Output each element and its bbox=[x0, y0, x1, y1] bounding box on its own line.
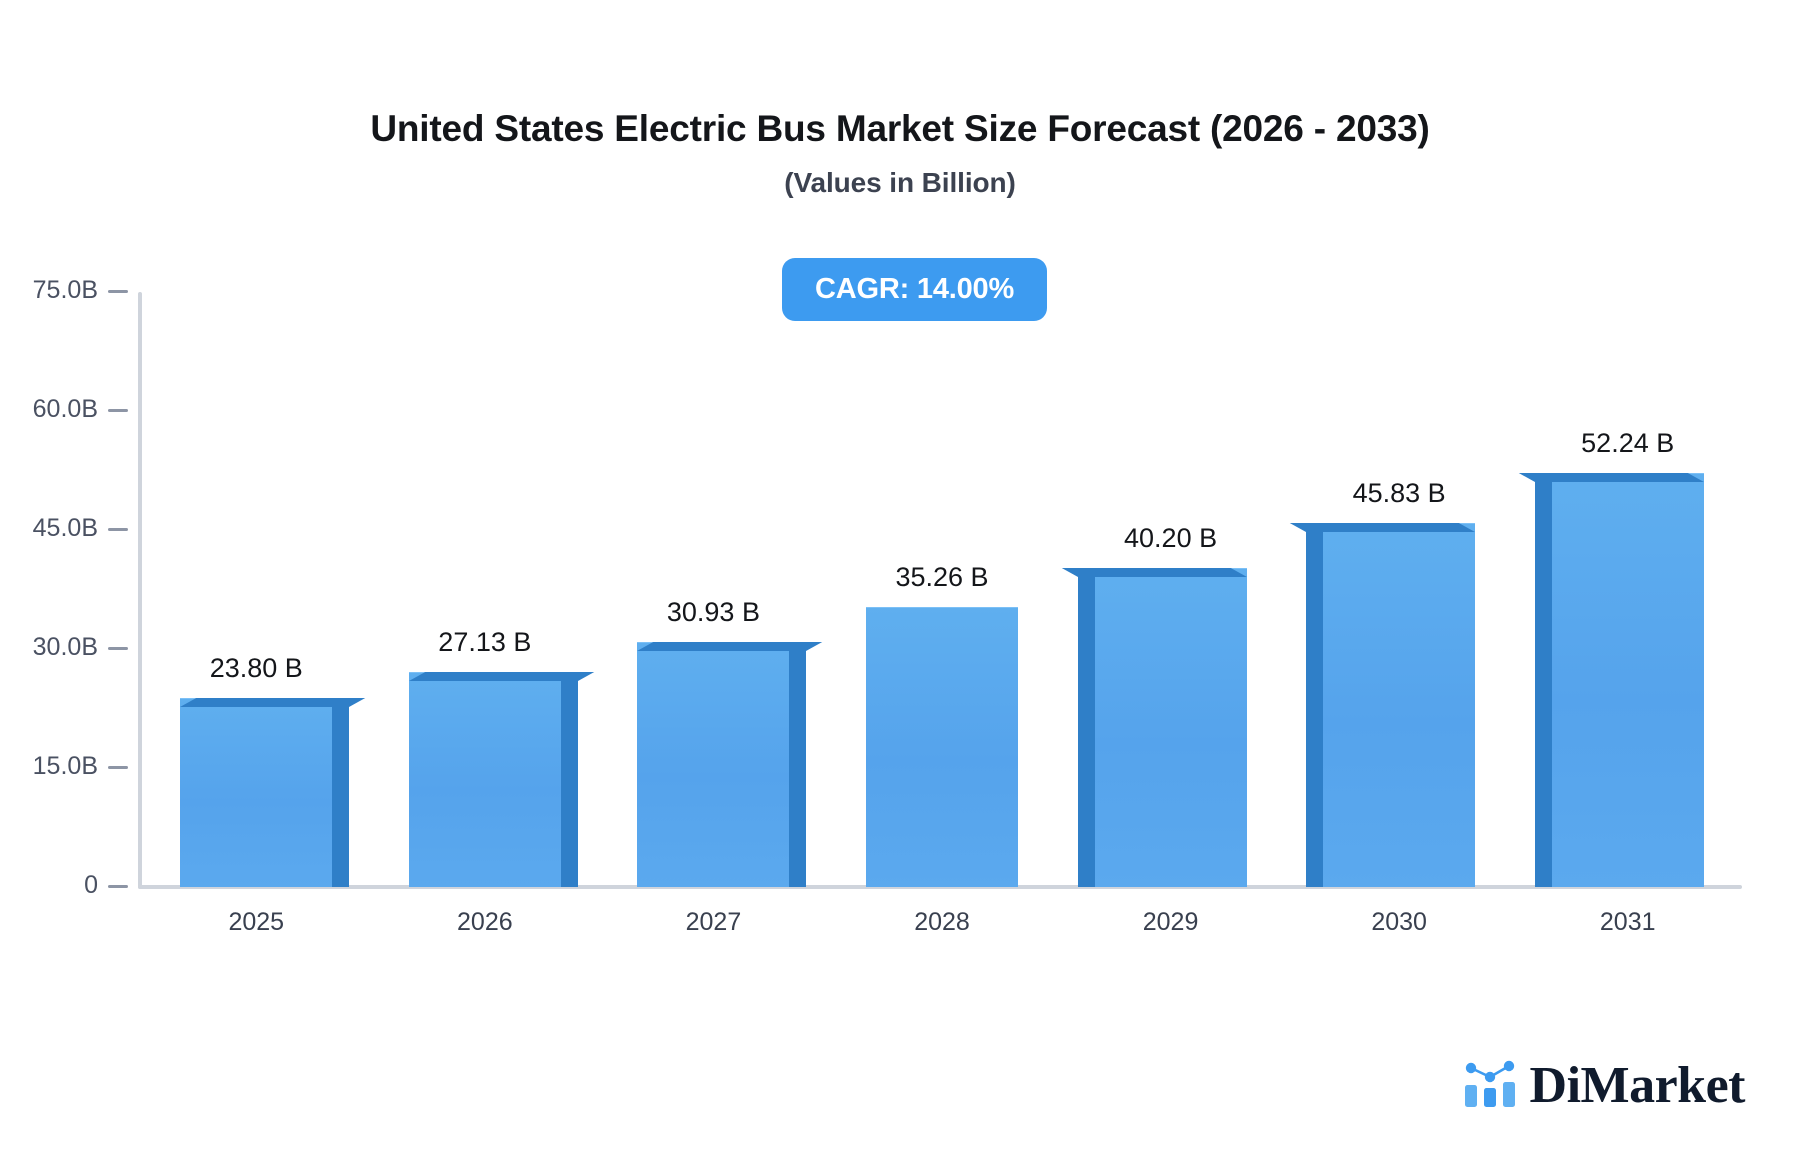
y-tick-label: 30.0B bbox=[32, 633, 98, 661]
bar-value-label: 45.83 B bbox=[1352, 478, 1446, 509]
bar-face bbox=[637, 641, 790, 887]
x-tick-label: 2027 bbox=[685, 908, 742, 936]
x-tick-label: 2028 bbox=[914, 908, 970, 936]
y-tick-mark bbox=[108, 528, 128, 531]
y-tick-label: 15.0B bbox=[32, 752, 98, 780]
bar-top-face bbox=[637, 641, 823, 651]
x-tick-label: 2030 bbox=[1371, 908, 1427, 936]
bar-column[interactable]: 52.24 B bbox=[1518, 292, 1704, 887]
y-tick-label: 60.0B bbox=[32, 395, 98, 423]
bar-column[interactable]: 30.93 B bbox=[637, 292, 823, 887]
y-tick-mark bbox=[108, 766, 128, 769]
bar-value-label: 27.13 B bbox=[438, 626, 532, 657]
bar-value-label: 35.26 B bbox=[895, 562, 989, 593]
bar[interactable] bbox=[637, 641, 823, 887]
chart-header: United States Electric Bus Market Size F… bbox=[0, 108, 1800, 199]
bar-side-face bbox=[1534, 472, 1552, 887]
bar-column[interactable]: 23.80 B bbox=[180, 292, 366, 887]
y-tick-mark bbox=[108, 409, 128, 412]
bar-face bbox=[1551, 472, 1704, 887]
bar[interactable] bbox=[1518, 472, 1704, 887]
y-tick-label: 75.0B bbox=[32, 276, 98, 304]
bar-top-face bbox=[180, 698, 366, 708]
bar[interactable] bbox=[408, 671, 595, 887]
x-tick-label: 2025 bbox=[228, 908, 285, 936]
bar-face bbox=[866, 607, 1018, 887]
bar[interactable] bbox=[180, 698, 366, 887]
bar-top-face bbox=[408, 671, 595, 681]
bar-chart-trend-icon bbox=[1462, 1057, 1518, 1114]
bar[interactable] bbox=[866, 607, 1018, 887]
bar-top-face bbox=[1289, 523, 1476, 533]
bar-series: 23.80 B 27.13 B 30.93 B 35.26 B 40.20 B 45.83… bbox=[142, 292, 1742, 887]
brand-name: DiMarket bbox=[1529, 1056, 1746, 1114]
bar-face bbox=[1094, 568, 1247, 887]
bar-top-face bbox=[1518, 472, 1704, 482]
cagr-badge: CAGR: 14.00% bbox=[782, 258, 1048, 321]
bar-value-label: 40.20 B bbox=[1124, 523, 1218, 554]
y-tick-mark bbox=[108, 885, 128, 888]
chart-subtitle: (Values in Billion) bbox=[784, 166, 1016, 198]
y-tick-label: 0 bbox=[84, 871, 98, 899]
y-tick-label: 45.0B bbox=[32, 514, 98, 542]
bar-value-label: 23.80 B bbox=[209, 653, 303, 684]
page-title: United States Electric Bus Market Size F… bbox=[370, 108, 1430, 149]
x-tick-label: 2031 bbox=[1599, 908, 1656, 936]
brand-logo: DiMarket bbox=[1462, 1056, 1746, 1114]
bar-column[interactable]: 35.26 B bbox=[866, 292, 1018, 887]
bar-value-label: 30.93 B bbox=[666, 596, 760, 627]
x-tick-label: 2026 bbox=[457, 908, 513, 936]
bar[interactable] bbox=[1061, 568, 1247, 887]
bar-side-face bbox=[332, 698, 350, 887]
x-tick-label: 2029 bbox=[1142, 908, 1199, 936]
x-axis-line bbox=[138, 885, 1742, 889]
bar-face bbox=[408, 671, 561, 887]
bar-column[interactable]: 27.13 B bbox=[408, 292, 595, 887]
bar-side-face bbox=[1306, 523, 1324, 887]
bar-face bbox=[1323, 523, 1476, 887]
bar-column[interactable]: 45.83 B bbox=[1289, 292, 1476, 887]
bar-column[interactable]: 40.20 B bbox=[1061, 292, 1247, 887]
y-tick-mark bbox=[108, 647, 128, 650]
bar[interactable] bbox=[1289, 523, 1476, 887]
bar-face bbox=[180, 698, 333, 887]
y-tick-mark bbox=[108, 290, 128, 293]
bar-value-label: 52.24 B bbox=[1581, 427, 1675, 458]
bar-side-face bbox=[560, 671, 578, 887]
bar-side-face bbox=[1077, 568, 1095, 887]
y-axis-line bbox=[138, 292, 142, 889]
bar-top-face bbox=[1061, 568, 1247, 578]
bar-side-face bbox=[789, 641, 807, 887]
